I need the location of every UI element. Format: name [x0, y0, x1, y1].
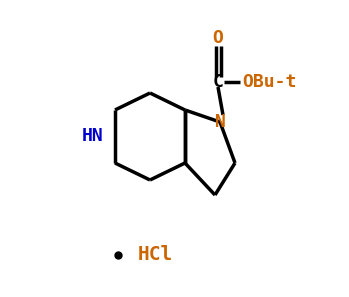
- Text: N: N: [215, 113, 225, 131]
- Text: HCl: HCl: [138, 246, 173, 265]
- Text: C: C: [213, 73, 223, 91]
- Text: O: O: [213, 29, 223, 47]
- Text: OBu-t: OBu-t: [242, 73, 296, 91]
- Text: HN: HN: [82, 127, 104, 145]
